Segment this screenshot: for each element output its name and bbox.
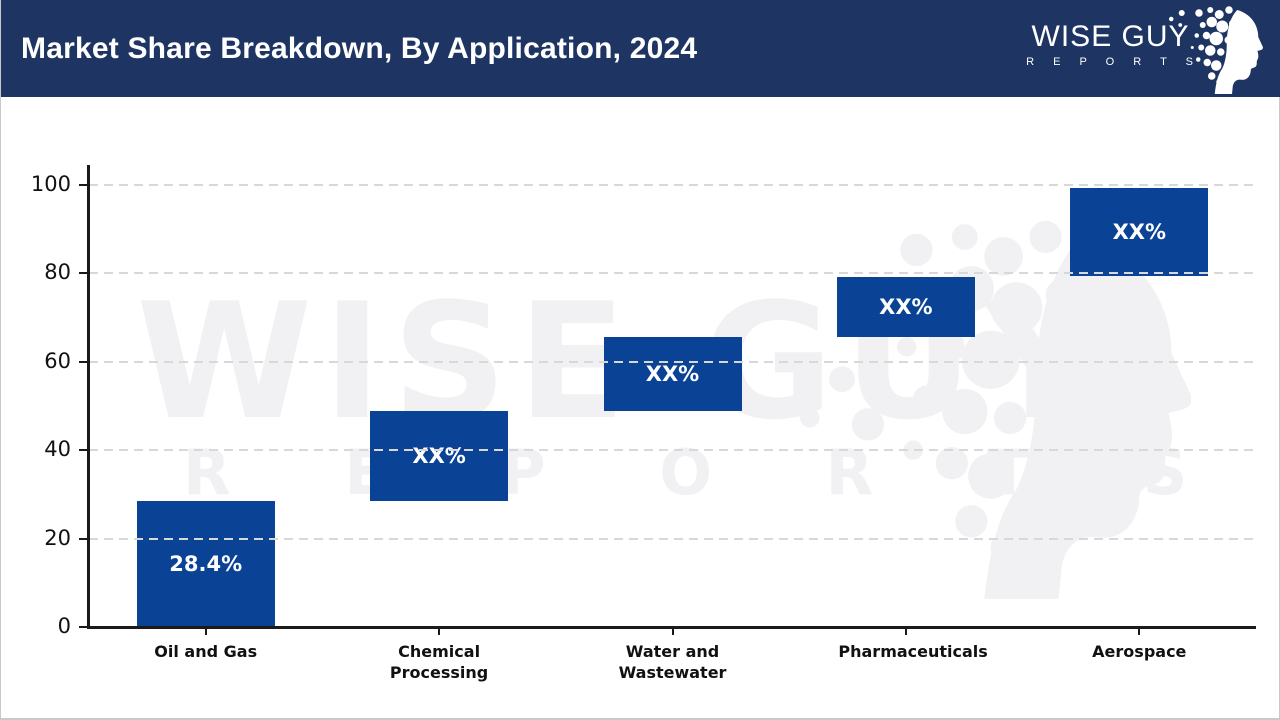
x-tick	[1138, 627, 1141, 635]
x-axis-label-1: Oil and Gas	[154, 642, 258, 661]
x-axis-label-4: Pharmaceuticals	[838, 642, 988, 661]
y-axis-tick-0: 0	[57, 614, 71, 638]
y-tick	[79, 626, 89, 628]
y-axis-tick-60: 60	[44, 348, 71, 373]
x-tick	[204, 627, 207, 635]
gridline-20	[89, 537, 1256, 540]
header-bar: Market Share Breakdown, By Application, …	[1, 0, 1280, 97]
x-tick	[671, 627, 674, 635]
gridline-60	[89, 360, 1256, 363]
bar-water-and-wastewater: XX%	[603, 337, 742, 411]
gridline-100	[89, 184, 1256, 186]
bar-value-label: 28.4%	[169, 552, 243, 577]
watermark-head-dots	[800, 220, 1191, 599]
y-axis-tick-100: 100	[30, 172, 71, 196]
y-axis-tick-40: 40	[44, 437, 71, 462]
bar-chemical-processing: XX%	[370, 410, 509, 502]
wiseguy-logo: WISE GUY R E P O R T S	[1023, 0, 1273, 97]
bar-value-label: XX%	[645, 361, 700, 386]
y-tick	[79, 360, 89, 363]
logo-text: WISE GUY R E P O R T S	[1020, 20, 1201, 69]
x-axis-label-3: Water and Wastewater	[618, 642, 727, 682]
y-axis-tick-20: 20	[44, 525, 71, 550]
bar-oil-and-gas: 28.4%	[136, 501, 275, 627]
y-tick	[79, 272, 89, 275]
x-tick	[904, 627, 907, 635]
bar-value-label: XX%	[879, 295, 933, 320]
page-title: Market Share Breakdown, By Application, …	[21, 31, 698, 65]
chart-area: 28.4% Oil and Gas XX% Chemical Processing XX…	[1, 97, 1280, 720]
wiseguy-head-icon	[1169, 6, 1263, 94]
x-axis-label-2: Chemical Processing	[389, 642, 489, 682]
y-tick	[79, 537, 89, 540]
y-tick	[79, 184, 89, 186]
y-axis-line	[87, 165, 90, 629]
logo-name: WISE GUY	[1031, 20, 1190, 53]
y-axis-tick-80: 80	[44, 260, 71, 285]
x-tick	[438, 627, 441, 635]
bar-pharmaceuticals: XX%	[836, 277, 975, 338]
gridline-80	[89, 272, 1256, 275]
bar-value-label: XX%	[1112, 219, 1167, 244]
bar-value-label: XX%	[412, 444, 466, 469]
x-axis-line	[87, 626, 1256, 629]
logo-subtitle: R E P O R T S	[1026, 56, 1201, 68]
gridline-40	[89, 449, 1256, 452]
y-tick	[79, 449, 89, 452]
x-axis-label-5: Aerospace	[1092, 642, 1187, 661]
bar-aerospace: XX%	[1070, 187, 1209, 277]
